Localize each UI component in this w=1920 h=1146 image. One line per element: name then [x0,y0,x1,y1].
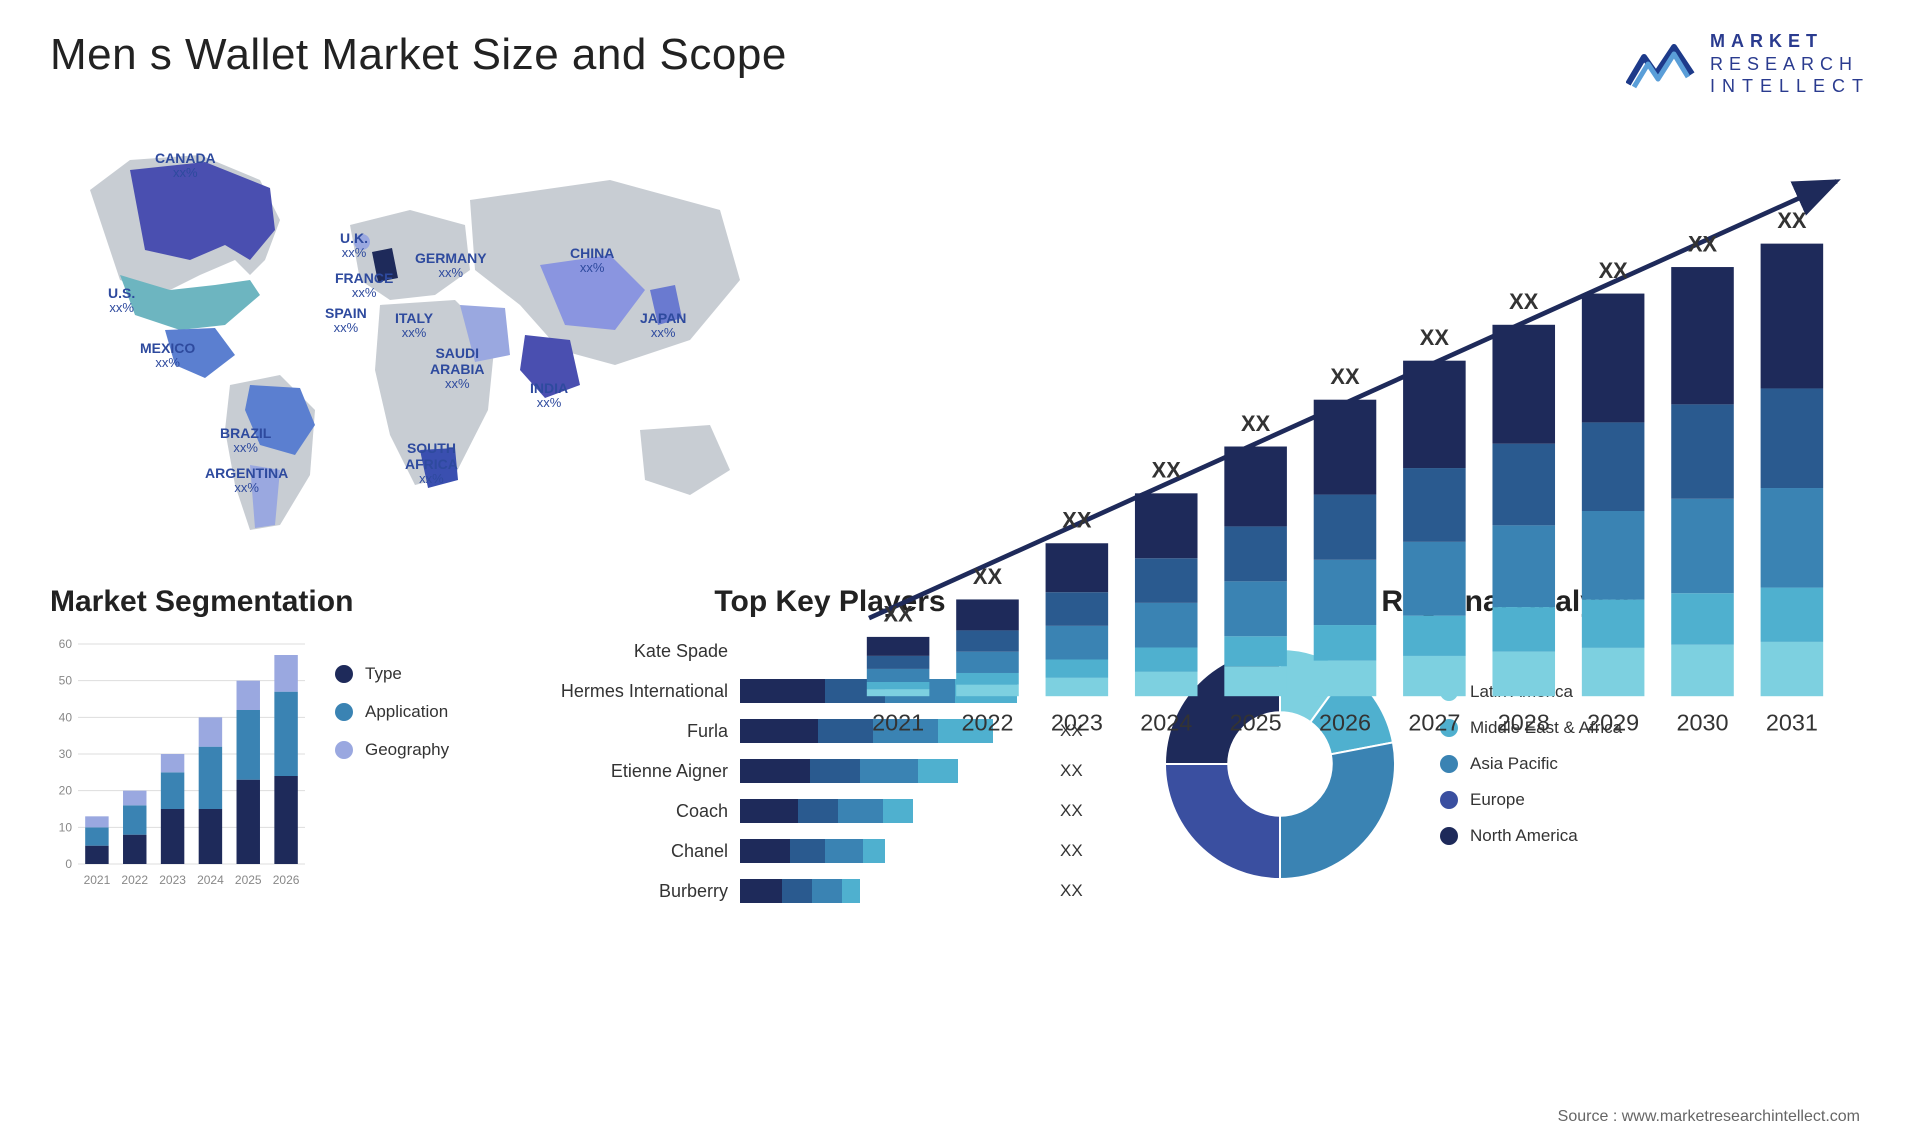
player-value: XX [1060,881,1083,901]
player-name: Coach [550,801,740,822]
segmentation-title: Market Segmentation [50,585,510,619]
svg-text:2029: 2029 [1587,710,1639,736]
svg-text:40: 40 [59,710,73,724]
forecast-chart-panel: XX2021XX2022XX2023XX2024XX2025XX2026XX20… [810,130,1870,550]
map-country-label: FRANCExx% [335,270,393,301]
map-country-label: BRAZILxx% [220,425,271,456]
legend-item: Europe [1440,790,1622,810]
player-name: Chanel [550,841,740,862]
svg-text:XX: XX [1599,258,1629,283]
svg-text:2023: 2023 [1051,710,1103,736]
map-country-label: CANADAxx% [155,150,216,181]
segmentation-legend: Type Application Geography [335,634,449,894]
svg-text:XX: XX [1420,325,1450,350]
svg-text:2028: 2028 [1498,710,1550,736]
map-country-label: U.S.xx% [108,285,135,316]
logo-text-2: RESEARCH [1710,53,1870,76]
legend-item: North America [1440,826,1622,846]
player-name: Burberry [550,881,740,902]
svg-text:XX: XX [1330,364,1360,389]
brand-logo: MARKET RESEARCH INTELLECT [1626,30,1870,98]
player-bar [740,879,1050,903]
svg-text:30: 30 [59,747,73,761]
svg-text:XX: XX [1241,411,1271,436]
player-value: XX [1060,841,1083,861]
svg-text:2026: 2026 [1319,710,1371,736]
svg-text:XX: XX [884,601,914,626]
svg-text:2030: 2030 [1676,710,1728,736]
svg-text:2026: 2026 [273,873,300,887]
map-country-label: ITALYxx% [395,310,433,341]
forecast-bar-chart: XX 2021 XX 2022 XX 2023 XX 2024 XX 2025 XX 2026 XX 20… [830,150,1860,774]
player-bar [740,839,1050,863]
svg-text:50: 50 [59,674,73,688]
player-row: Burberry XX [550,874,1110,908]
map-country-label: CHINAxx% [570,245,614,276]
player-row: Coach XX [550,794,1110,828]
map-country-label: GERMANYxx% [415,250,487,281]
svg-text:XX: XX [1062,508,1092,533]
source-attribution: Source : www.marketresearchintellect.com [1558,1108,1860,1126]
svg-text:2024: 2024 [1140,710,1192,736]
segmentation-bar-chart: 0 10 20 30 40 50 60 2021 2022 2023 2024 2025 2026 [50,634,310,894]
svg-text:2025: 2025 [235,873,262,887]
map-country-label: SAUDIARABIAxx% [430,345,484,392]
svg-text:20: 20 [59,784,73,798]
svg-text:XX: XX [1509,289,1539,314]
svg-text:2031: 2031 [1766,710,1818,736]
player-row: Chanel XX [550,834,1110,868]
svg-text:2024: 2024 [197,873,224,887]
svg-text:XX: XX [1152,458,1182,483]
world-map-panel: CANADAxx% U.S.xx%MEXICOxx% BRAZILxx% ARGENT… [50,130,770,550]
svg-text:0: 0 [65,857,72,871]
segmentation-panel: Market Segmentation 0 10 20 30 40 50 60 2021 202… [50,585,510,915]
svg-text:2027: 2027 [1408,710,1460,736]
svg-text:2021: 2021 [84,873,111,887]
page-title: Men s Wallet Market Size and Scope [50,30,787,80]
map-country-label: JAPANxx% [640,310,686,341]
logo-mark-icon [1626,39,1696,89]
svg-text:60: 60 [59,637,73,651]
svg-text:2021: 2021 [872,710,924,736]
legend-item: Application [335,702,449,722]
player-name: Furla [550,721,740,742]
player-name: Hermes International [550,681,740,702]
logo-text-1: MARKET [1710,30,1870,53]
map-country-label: U.K.xx% [340,230,368,261]
svg-text:2023: 2023 [159,873,186,887]
map-country-label: INDIAxx% [530,380,568,411]
player-name: Kate Spade [550,641,740,662]
player-value: XX [1060,801,1083,821]
svg-text:2022: 2022 [121,873,148,887]
player-name: Etienne Aigner [550,761,740,782]
logo-text-3: INTELLECT [1710,75,1870,98]
map-country-label: SOUTHAFRICAxx% [405,440,458,487]
map-country-label: ARGENTINAxx% [205,465,288,496]
svg-text:2022: 2022 [961,710,1013,736]
legend-item: Type [335,664,449,684]
map-country-label: MEXICOxx% [140,340,195,371]
legend-item: Geography [335,740,449,760]
player-bar [740,799,1050,823]
svg-text:XX: XX [973,564,1003,589]
svg-text:10: 10 [59,820,73,834]
map-country-label: SPAINxx% [325,305,367,336]
svg-text:2025: 2025 [1230,710,1282,736]
svg-text:XX: XX [1688,231,1718,256]
svg-text:XX: XX [1777,208,1807,233]
